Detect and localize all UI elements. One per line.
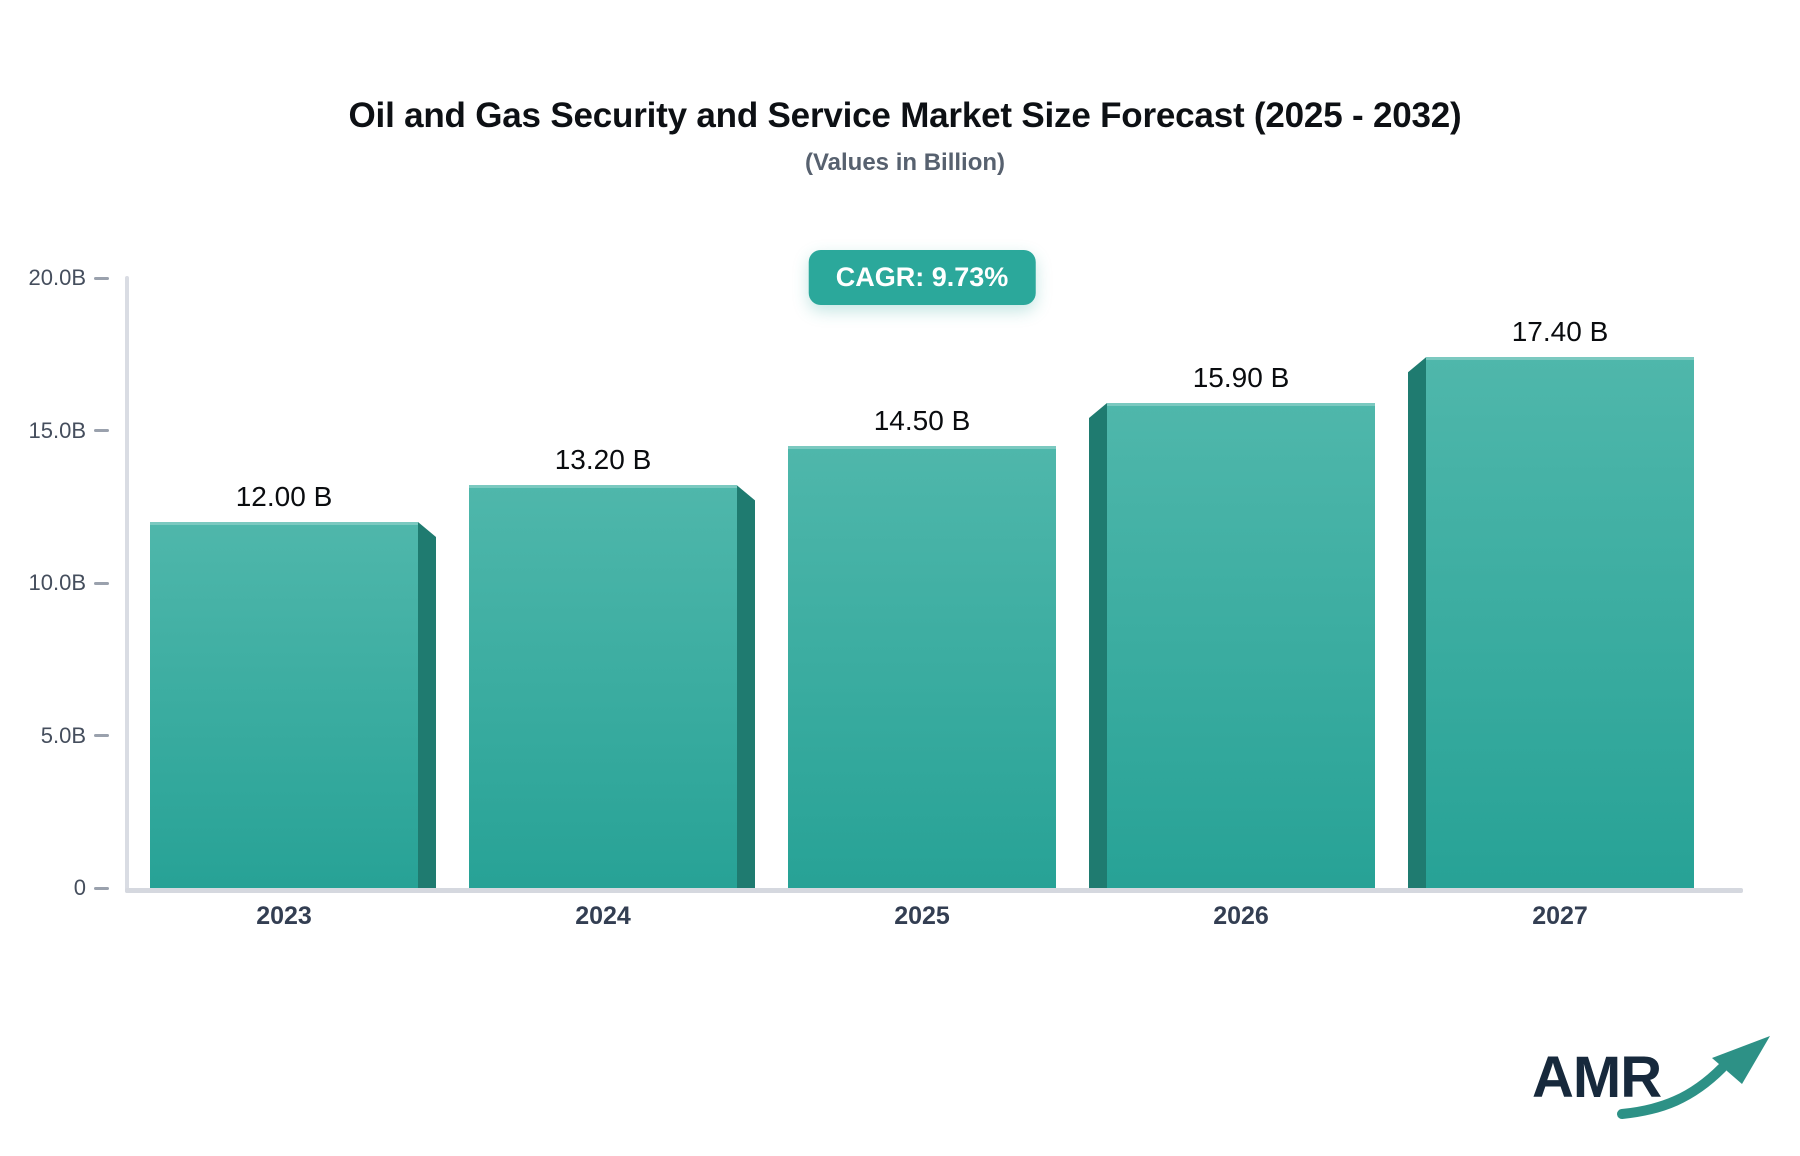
bar-2024-face	[469, 485, 737, 888]
y-tick-label: 10.0B	[28, 570, 87, 595]
y-tick-label: 20.0B	[28, 265, 87, 290]
y-tick-dash	[94, 581, 109, 585]
x-axis-category-label: 2026	[1213, 902, 1269, 930]
bar-2023-face	[150, 522, 418, 888]
cagr-badge: CAGR: 9.73%	[808, 250, 1036, 305]
chart-title: Oil and Gas Security and Service Market …	[348, 96, 1462, 135]
x-axis-line	[125, 888, 1743, 893]
x-axis-category-label: 2023	[256, 902, 312, 930]
x-axis-category-label: 2025	[894, 902, 950, 930]
bar-2026-side	[1089, 403, 1107, 888]
bar-2027-face	[1426, 357, 1694, 888]
trend-up-arrow-icon	[1617, 1036, 1770, 1119]
bar-2026-face	[1107, 403, 1375, 888]
bar-2027-side	[1408, 357, 1426, 888]
y-tick-label: 15.0B	[28, 417, 87, 443]
bar-value-label: 12.00 B	[235, 481, 333, 512]
bar-2025-face	[788, 445, 1056, 888]
x-axis-category-label: 2027	[1532, 902, 1588, 930]
y-tick-label: 5.0B	[40, 722, 86, 748]
amr-logo-text: AMR	[1532, 1045, 1662, 1110]
x-axis-category-label: 2024	[575, 902, 631, 930]
y-tick-label: 0	[73, 875, 86, 900]
bar-2023-side	[418, 522, 436, 888]
bar-value-label: 15.90 B	[1192, 362, 1290, 394]
bar-value-label: 13.20 B	[554, 444, 652, 476]
y-tick-dash	[94, 276, 109, 280]
chart-subtitle: (Values in Billion)	[804, 149, 1006, 176]
bar-value-label: 14.50 B	[873, 404, 971, 436]
y-tick-dash	[94, 429, 109, 432]
amr-logo: AMR	[1532, 1030, 1792, 1125]
bar-value-label: 17.40 B	[1511, 316, 1609, 348]
bar-2024-side	[737, 485, 755, 888]
y-tick-dash	[94, 886, 109, 890]
y-axis-line	[125, 276, 129, 893]
y-tick-dash	[94, 734, 109, 737]
